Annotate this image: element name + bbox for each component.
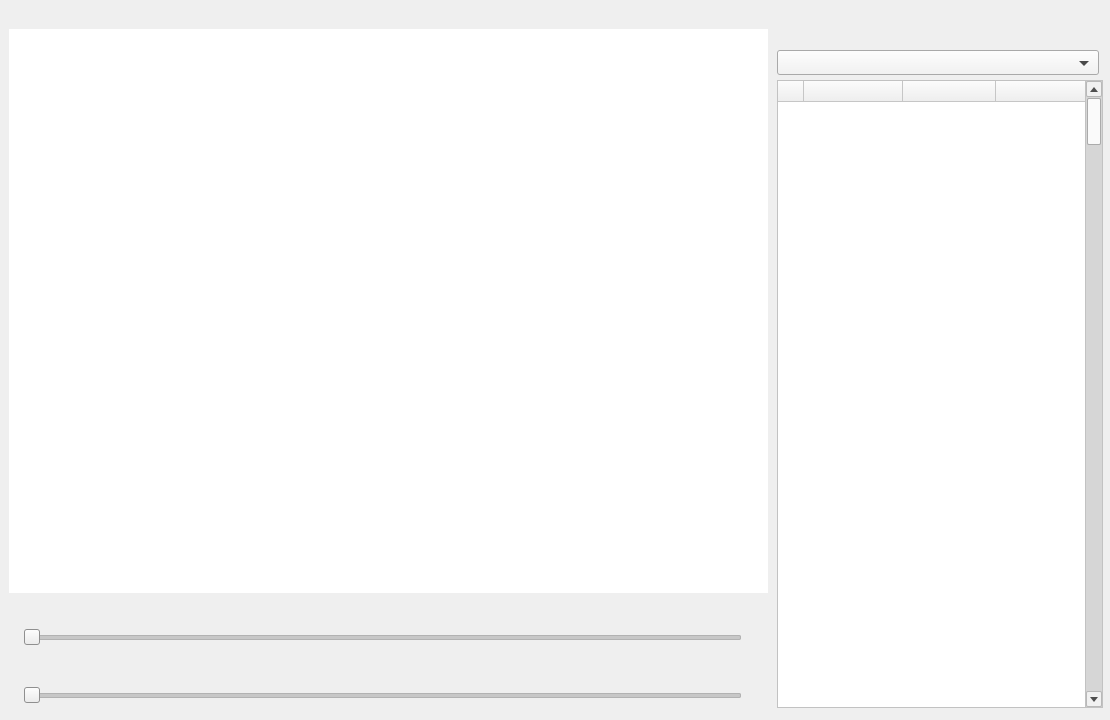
table-header-row: [778, 81, 1102, 102]
plot-type-select[interactable]: [777, 50, 1099, 75]
header-column-a: [804, 81, 903, 102]
header-column-c: [996, 81, 1087, 102]
azimuth-slider-handle[interactable]: [24, 629, 40, 645]
elevation-slider[interactable]: [24, 687, 741, 703]
vertical-scrollbar[interactable]: [1085, 81, 1102, 707]
azimuth-slider[interactable]: [24, 629, 741, 645]
header-corner-cell: [778, 81, 804, 102]
wireframe-3d-plot[interactable]: [9, 29, 768, 593]
plot-canvas[interactable]: [9, 29, 768, 593]
elevation-slider-handle[interactable]: [24, 687, 40, 703]
header-column-b: [903, 81, 996, 102]
scrollbar-up-button[interactable]: [1086, 81, 1102, 97]
scrollbar-up-icon: [1090, 86, 1098, 92]
scrollbar-down-icon: [1090, 696, 1098, 702]
data-table[interactable]: [777, 80, 1103, 708]
slider-track[interactable]: [24, 693, 741, 698]
scrollbar-thumb[interactable]: [1087, 98, 1101, 145]
slider-track[interactable]: [24, 635, 741, 640]
scrollbar-down-button[interactable]: [1086, 691, 1102, 707]
menubar: [0, 0, 1110, 22]
chevron-down-icon: [1079, 61, 1089, 66]
